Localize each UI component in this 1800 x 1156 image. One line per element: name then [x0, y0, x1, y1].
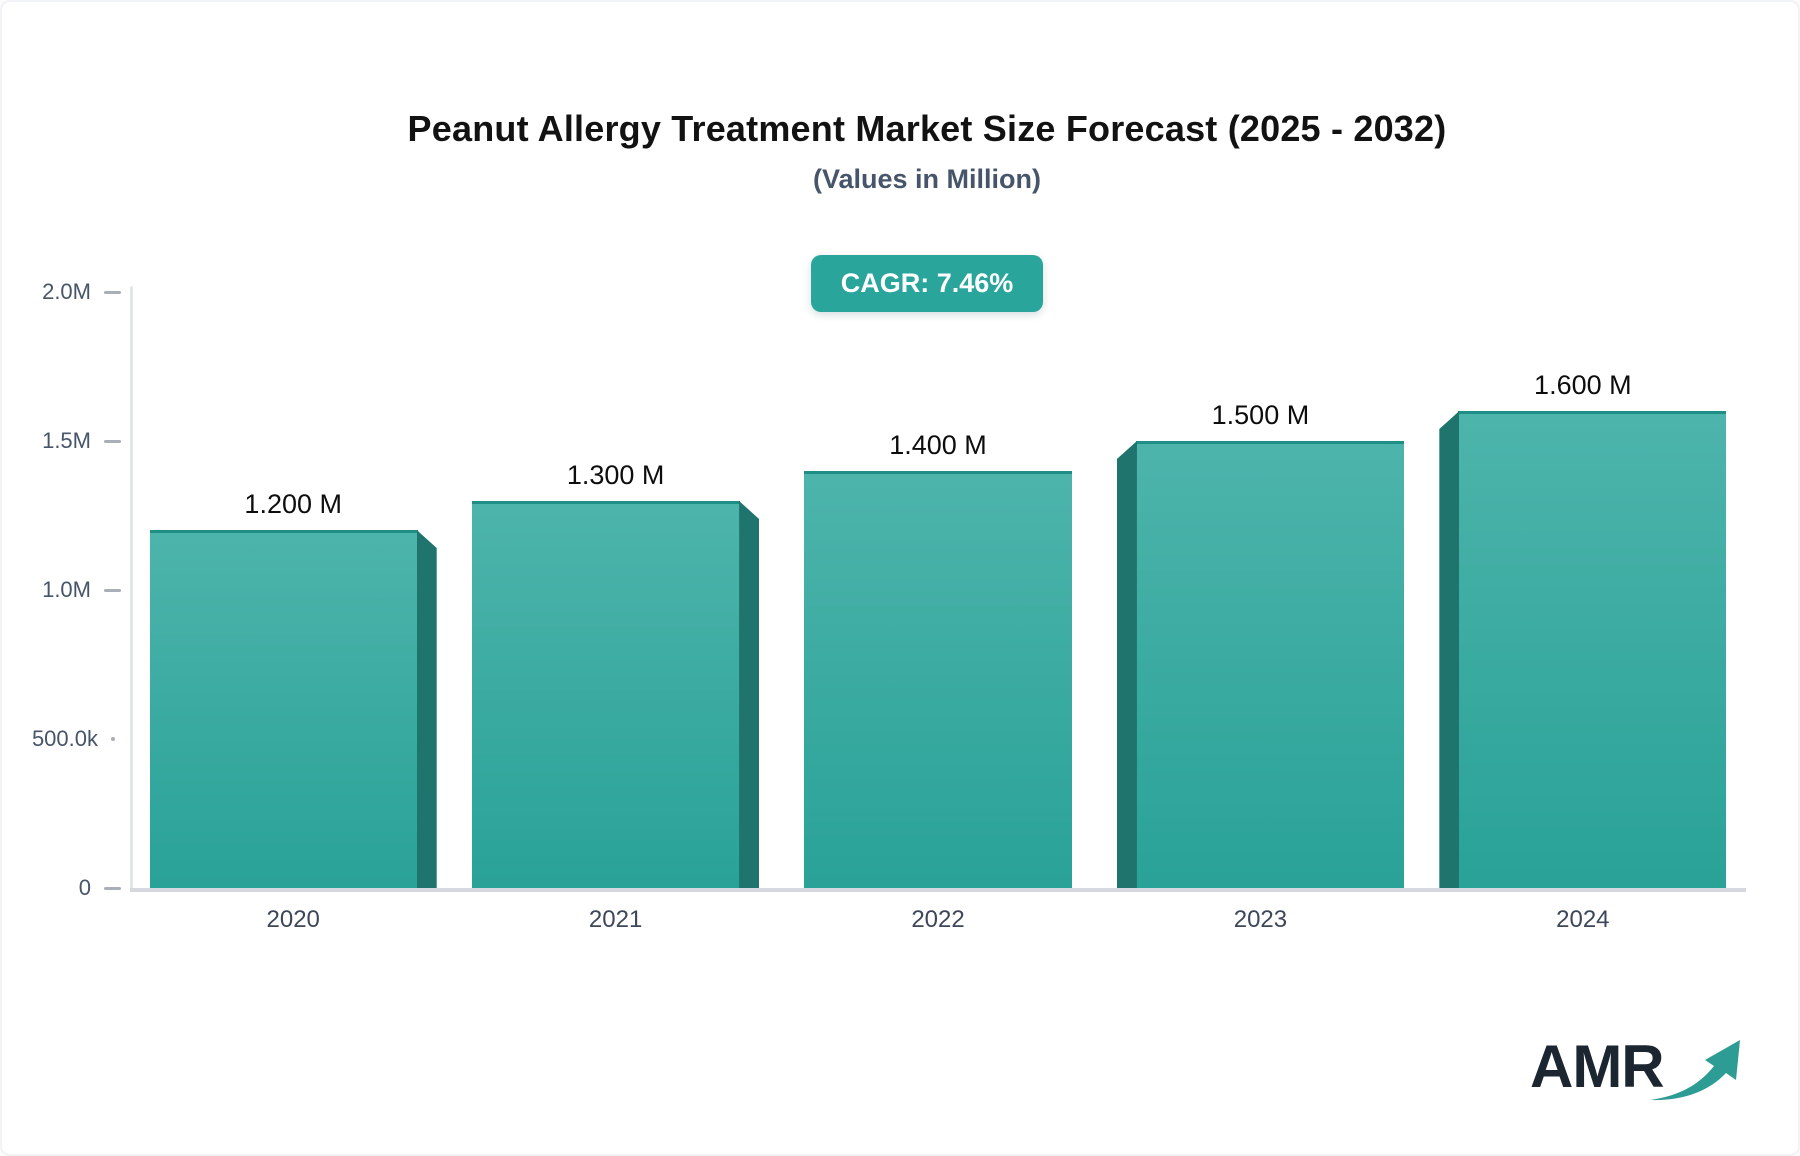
- bar-value-label: 1.600 M: [1534, 370, 1632, 400]
- x-axis-baseline: [130, 888, 1746, 892]
- x-axis-label: 2024: [1556, 906, 1610, 933]
- cagr-badge: CAGR: 7.46%: [810, 255, 1044, 312]
- bar-value-label: 1.400 M: [889, 430, 987, 460]
- y-tick-label: 1.0M: [42, 577, 91, 602]
- y-axis: 2.0M 1.5M 1.0M 500.0k 0: [2, 279, 132, 900]
- x-axis-label: 2020: [266, 906, 320, 933]
- x-axis-label: 2021: [588, 906, 643, 933]
- y-tick-label: 1.5M: [42, 428, 91, 453]
- bar-2023[interactable]: [1116, 441, 1404, 888]
- bar-3d-side: [1116, 441, 1137, 888]
- bar-slot: 1.600 M: [1422, 292, 1744, 888]
- bar-face: [472, 501, 741, 888]
- bar-3d-side: [1439, 411, 1460, 888]
- bar-value-label: 1.200 M: [244, 489, 342, 519]
- bar-slot: 1.400 M: [777, 292, 1099, 888]
- bar-value-label: 1.300 M: [566, 460, 665, 490]
- bar-slot: 1.300 M: [454, 292, 776, 888]
- bar-3d-side: [416, 530, 437, 888]
- y-axis-line: [130, 286, 133, 890]
- y-tick-mark: [104, 439, 121, 443]
- bar-face: [149, 530, 418, 888]
- bar-value-label: 1.500 M: [1211, 400, 1310, 430]
- y-tick-mark: [104, 588, 121, 592]
- y-tick-label: 2.0M: [42, 279, 91, 304]
- bar-2021[interactable]: [472, 501, 760, 888]
- bar-2022[interactable]: [804, 471, 1073, 888]
- bar-face: [1458, 411, 1727, 888]
- bar-3d-side: [739, 501, 760, 888]
- bar-slot: 1.200 M: [132, 292, 454, 888]
- bar-2024[interactable]: [1439, 411, 1727, 888]
- y-tick-mark: [104, 886, 121, 890]
- y-tick-mark: [111, 737, 115, 741]
- bar-2020[interactable]: [149, 530, 437, 888]
- trend-up-arrow-icon: [1648, 1034, 1744, 1113]
- amr-logo-text: AMR: [1530, 1033, 1665, 1100]
- plot-area: 1.200 M 1.300 M 1.400 M 1.500 M 1.600 M: [132, 292, 1744, 888]
- x-axis-label: 2023: [1233, 906, 1288, 933]
- x-axis-label: 2022: [911, 906, 965, 933]
- bar-face: [804, 471, 1073, 888]
- x-axis-labels: 2020 2021 2022 2023 2024: [132, 906, 1744, 934]
- y-tick-mark: [104, 290, 121, 294]
- cagr-badge-row: CAGR: 7.46%: [132, 255, 1722, 312]
- y-tick-label: 500.0k: [31, 726, 98, 751]
- amr-logo: AMR: [1530, 1032, 1744, 1113]
- chart-title: Peanut Allergy Treatment Market Size For…: [407, 108, 1447, 149]
- bar-slot: 1.500 M: [1099, 292, 1421, 888]
- chart-subtitle: (Values in Million): [812, 164, 1042, 194]
- y-tick-label: 0: [78, 875, 91, 900]
- bar-face: [1135, 441, 1404, 888]
- bars-row: 1.200 M 1.300 M 1.400 M 1.500 M 1.600 M: [132, 292, 1744, 888]
